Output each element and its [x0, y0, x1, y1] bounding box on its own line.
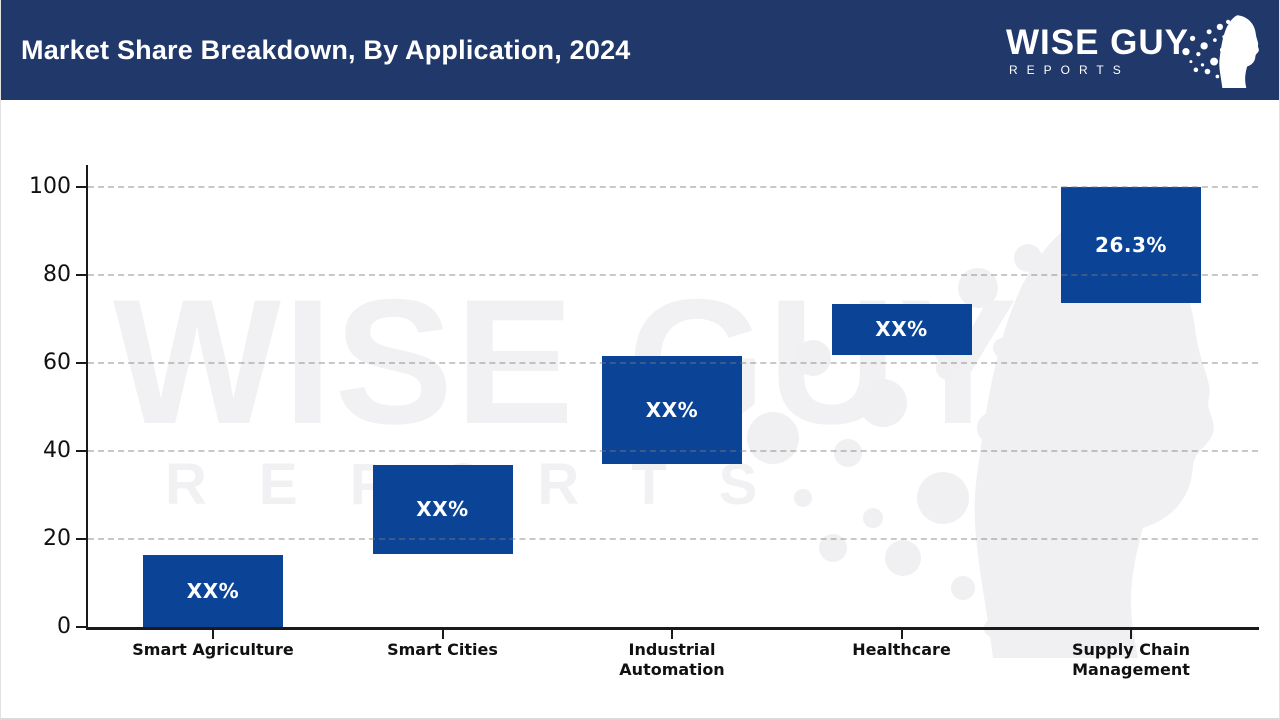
- y-tick-mark-100: [76, 186, 86, 188]
- bar-healthcare: XX%: [831, 303, 972, 355]
- x-axis-label-line: Smart Agriculture: [132, 640, 294, 659]
- y-tick-label-80: 80: [43, 262, 71, 287]
- x-axis-label-smart-agriculture: Smart Agriculture: [98, 640, 328, 660]
- x-axis-label-supply-chain-management: Supply Chain Management: [1016, 640, 1246, 680]
- x-tick-mark-healthcare: [900, 630, 903, 639]
- bar-industrial-automation: XX%: [602, 355, 742, 464]
- y-tick-mark-40: [76, 450, 86, 452]
- header-bar: Market Share Breakdown, By Application, …: [1, 0, 1279, 100]
- grid-line-40: [88, 450, 1258, 452]
- logo-head-icon: [1182, 15, 1259, 89]
- x-axis-line: [86, 627, 1259, 630]
- x-axis-label-smart-cities: Smart Cities: [328, 640, 558, 660]
- y-tick-label-0: 0: [57, 614, 71, 639]
- bar-value-label: XX%: [186, 578, 240, 603]
- logo-subtext: REPORTS: [1008, 62, 1130, 77]
- x-tick-mark-smart-cities: [441, 630, 444, 639]
- y-tick-label-20: 20: [43, 526, 71, 551]
- bar-supply-chain-management: 26.3%: [1061, 187, 1201, 303]
- x-axis-label-line: Automation: [619, 660, 725, 679]
- y-tick-mark-20: [76, 538, 86, 540]
- wise-guy-logo: WISE GUY REPORTS: [1005, 7, 1279, 93]
- y-tick-label-40: 40: [43, 438, 71, 463]
- y-tick-mark-60: [76, 362, 86, 364]
- y-axis-line: [86, 165, 88, 629]
- bar-value-label: 26.3%: [1095, 232, 1167, 257]
- bar-smart-cities: XX%: [372, 464, 513, 554]
- x-tick-mark-supply-chain-management: [1130, 630, 1132, 639]
- x-axis-label-line: Supply Chain: [1071, 640, 1191, 659]
- y-tick-label-100: 100: [29, 174, 71, 199]
- y-tick-label-60: 60: [43, 350, 71, 375]
- grid-line-60: [88, 362, 1258, 364]
- x-axis-label-industrial-automation: Industrial Automation: [557, 640, 787, 680]
- watermark-line1: WISE GUY: [113, 262, 1020, 461]
- x-tick-mark-smart-agriculture: [212, 630, 214, 639]
- x-axis-label-line: Healthcare: [852, 640, 951, 659]
- bar-smart-agriculture: XX%: [143, 554, 283, 627]
- x-axis-label-line: Smart Cities: [387, 640, 498, 659]
- bar-value-label: XX%: [875, 317, 928, 342]
- logo-text: WISE GUY REPORTS: [1005, 22, 1189, 77]
- grid-line-100: [88, 186, 1258, 188]
- bar-value-label: XX%: [645, 397, 699, 422]
- grid-line-20: [88, 538, 1258, 540]
- grid-line-80: [88, 274, 1258, 276]
- page-title: Market Share Breakdown, By Application, …: [21, 34, 631, 65]
- x-tick-mark-industrial-automation: [671, 630, 673, 639]
- watermark-head-icon: [747, 218, 1214, 658]
- x-axis-label-line: Industrial: [628, 640, 716, 659]
- x-axis-label-healthcare: Healthcare: [787, 640, 1017, 660]
- y-tick-mark-80: [76, 274, 86, 276]
- bar-value-label: XX%: [416, 497, 469, 522]
- y-tick-mark-0: [76, 626, 86, 628]
- logo-wordmark: WISE GUY: [1005, 22, 1189, 62]
- x-axis-label-line: Management: [1072, 660, 1190, 679]
